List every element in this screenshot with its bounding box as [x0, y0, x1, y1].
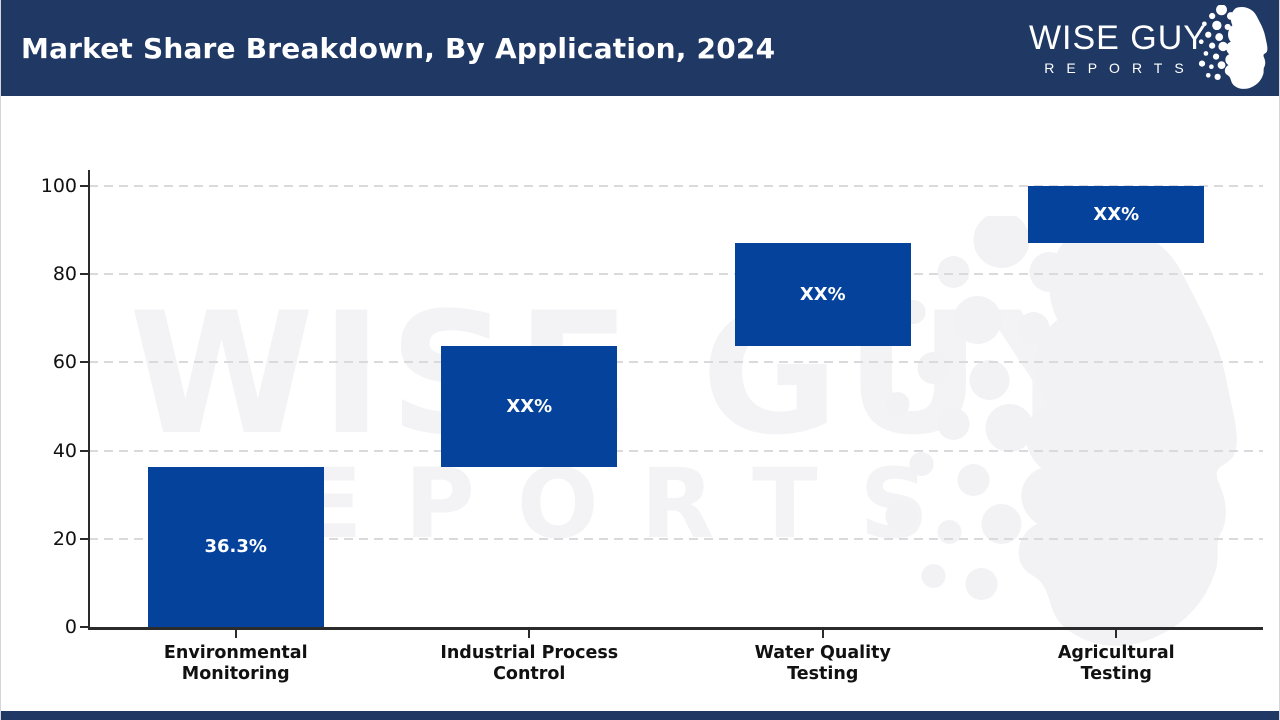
x-tick-4: [1115, 630, 1118, 638]
gridline-60: [89, 361, 1263, 364]
x-category-line2: Testing: [787, 664, 859, 685]
plot-area: WISE GUY REPORTS 0 20 40 60 80 100 36.3% Enviro…: [1, 96, 1279, 710]
x-category-line2: Control: [493, 664, 566, 685]
y-tick-40: [80, 449, 88, 452]
x-tick-1: [234, 630, 237, 638]
x-category-line2: Testing: [1080, 664, 1152, 685]
y-axis-line: [88, 170, 90, 627]
y-tick-100: [80, 185, 88, 187]
x-tick-3: [821, 630, 824, 638]
x-category-line1: Agricultural: [1057, 643, 1175, 663]
bar-agricultural-testing: XX%: [1028, 186, 1205, 243]
bar-water-quality-testing: XX%: [734, 242, 911, 346]
x-category-line1: Water Quality: [754, 643, 891, 663]
x-axis-line: [88, 627, 1263, 630]
header-band: Market Share Breakdown, By Application, …: [1, 0, 1279, 96]
x-tick-2: [528, 630, 531, 638]
logo-wordmark: WISE GUY: [1028, 19, 1207, 57]
x-category-label-3: Water Quality Testing: [693, 643, 953, 686]
footer-band: [1, 711, 1279, 720]
gridline-100: [89, 185, 1263, 187]
y-tick-0: [80, 626, 88, 628]
bar-value-label: 36.3%: [204, 536, 267, 558]
bar-value-label: XX%: [1093, 203, 1140, 225]
bar-value-label: XX%: [799, 283, 846, 305]
y-tick-80: [80, 273, 88, 276]
y-tick-label-100: 100: [40, 175, 77, 197]
y-tick-20: [80, 537, 88, 540]
x-category-line2: Monitoring: [181, 664, 290, 685]
y-tick-label-20: 20: [52, 527, 77, 550]
y-tick-label-60: 60: [52, 351, 77, 374]
x-category-label-1: Environmental Monitoring: [106, 643, 366, 686]
x-category-line1: Environmental: [163, 643, 308, 663]
gridline-20: [89, 537, 1263, 540]
x-category-label-2: Industrial Process Control: [399, 643, 659, 686]
x-category-label-4: Agricultural Testing: [986, 643, 1246, 686]
gridline-80: [89, 273, 1263, 276]
gridline-40: [89, 449, 1263, 452]
y-tick-label-80: 80: [52, 263, 77, 286]
bar-value-label: XX%: [506, 395, 553, 417]
x-category-line1: Industrial Process: [440, 643, 619, 663]
chart-title: Market Share Breakdown, By Application, …: [21, 31, 776, 65]
logo-subtitle: REPORTS: [1044, 60, 1196, 76]
bar-environmental-monitoring: 36.3%: [147, 466, 324, 627]
watermark-head-icon: [885, 216, 1237, 646]
y-tick-60: [80, 361, 88, 364]
y-tick-label-0: 0: [64, 616, 77, 638]
head-silhouette-icon: [1198, 5, 1268, 89]
y-tick-label-40: 40: [52, 439, 77, 462]
bar-industrial-process-control: XX%: [441, 345, 618, 467]
logo-text: WISE GUY REPORTS: [1029, 21, 1207, 75]
wise-guy-reports-logo: WISE GUY REPORTS: [1029, 0, 1273, 96]
